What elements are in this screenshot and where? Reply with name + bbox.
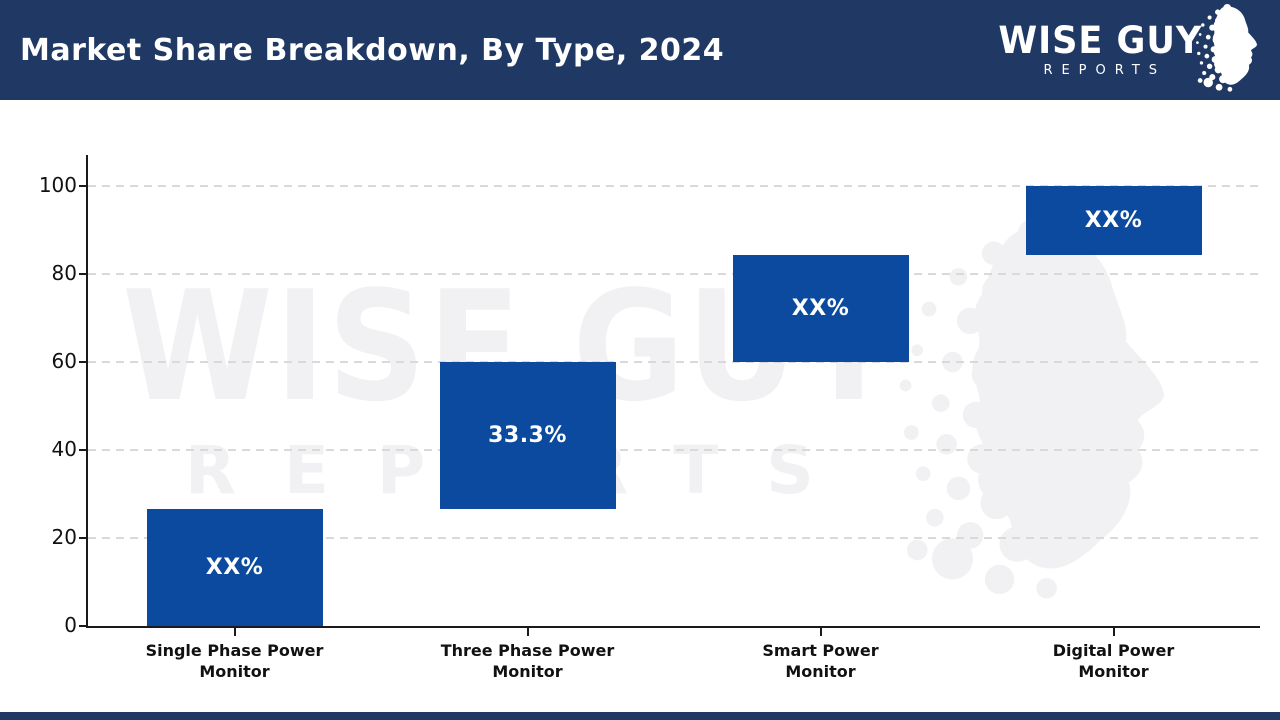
y-axis (86, 155, 88, 628)
logo-text: WISE GUY REPORTS (993, 18, 1208, 79)
bar-1: XX% (146, 508, 323, 626)
y-axis-tick (79, 185, 87, 187)
bar-3: XX% (732, 255, 909, 362)
y-tick-label: 40 (51, 437, 77, 461)
bar-2: 33.3% (439, 362, 616, 509)
y-axis-tick (79, 625, 87, 627)
category-label: Single Phase Power Monitor (145, 641, 324, 681)
x-axis (86, 626, 1260, 628)
x-axis-tick (819, 628, 822, 636)
bar-4: XX% (1025, 186, 1202, 256)
y-axis-tick (79, 449, 87, 451)
gridline-100 (88, 185, 1260, 187)
logo-subtitle: REPORTS (1043, 63, 1167, 79)
y-axis-tick (79, 537, 87, 539)
gridline-60 (88, 361, 1260, 363)
footer-bar (0, 712, 1280, 720)
bar-value-label: XX% (205, 554, 264, 580)
gridline-20 (88, 537, 1260, 539)
wiseguy-face-icon (1192, 4, 1266, 92)
category-label: Smart Power Monitor (762, 641, 879, 681)
gridline-40 (88, 449, 1260, 451)
bar-value-label: XX% (1084, 208, 1143, 234)
y-tick-label: 20 (51, 525, 77, 549)
y-tick-label: 0 (64, 613, 77, 637)
logo-wordmark: WISE GUY (998, 18, 1203, 62)
y-axis-tick (79, 273, 87, 275)
bar-value-label: 33.3% (488, 422, 567, 448)
x-axis-tick (526, 628, 529, 636)
y-axis-tick (79, 361, 87, 363)
page-title: Market Share Breakdown, By Type, 2024 (20, 32, 725, 68)
y-tick-label: 100 (38, 173, 77, 197)
header-bar: Market Share Breakdown, By Type, 2024 WI… (0, 0, 1280, 100)
wiseguy-logo: WISE GUY REPORTS (993, 2, 1266, 98)
x-axis-tick (1112, 628, 1115, 636)
watermark-face-icon (882, 218, 1205, 600)
category-label: Three Phase Power Monitor (440, 641, 615, 681)
y-tick-label: 60 (51, 349, 77, 373)
gridline-80 (88, 273, 1260, 275)
bar-value-label: XX% (791, 296, 850, 322)
y-tick-label: 80 (51, 261, 77, 285)
x-axis-tick (233, 628, 236, 636)
category-label: Digital Power Monitor (1052, 641, 1175, 681)
